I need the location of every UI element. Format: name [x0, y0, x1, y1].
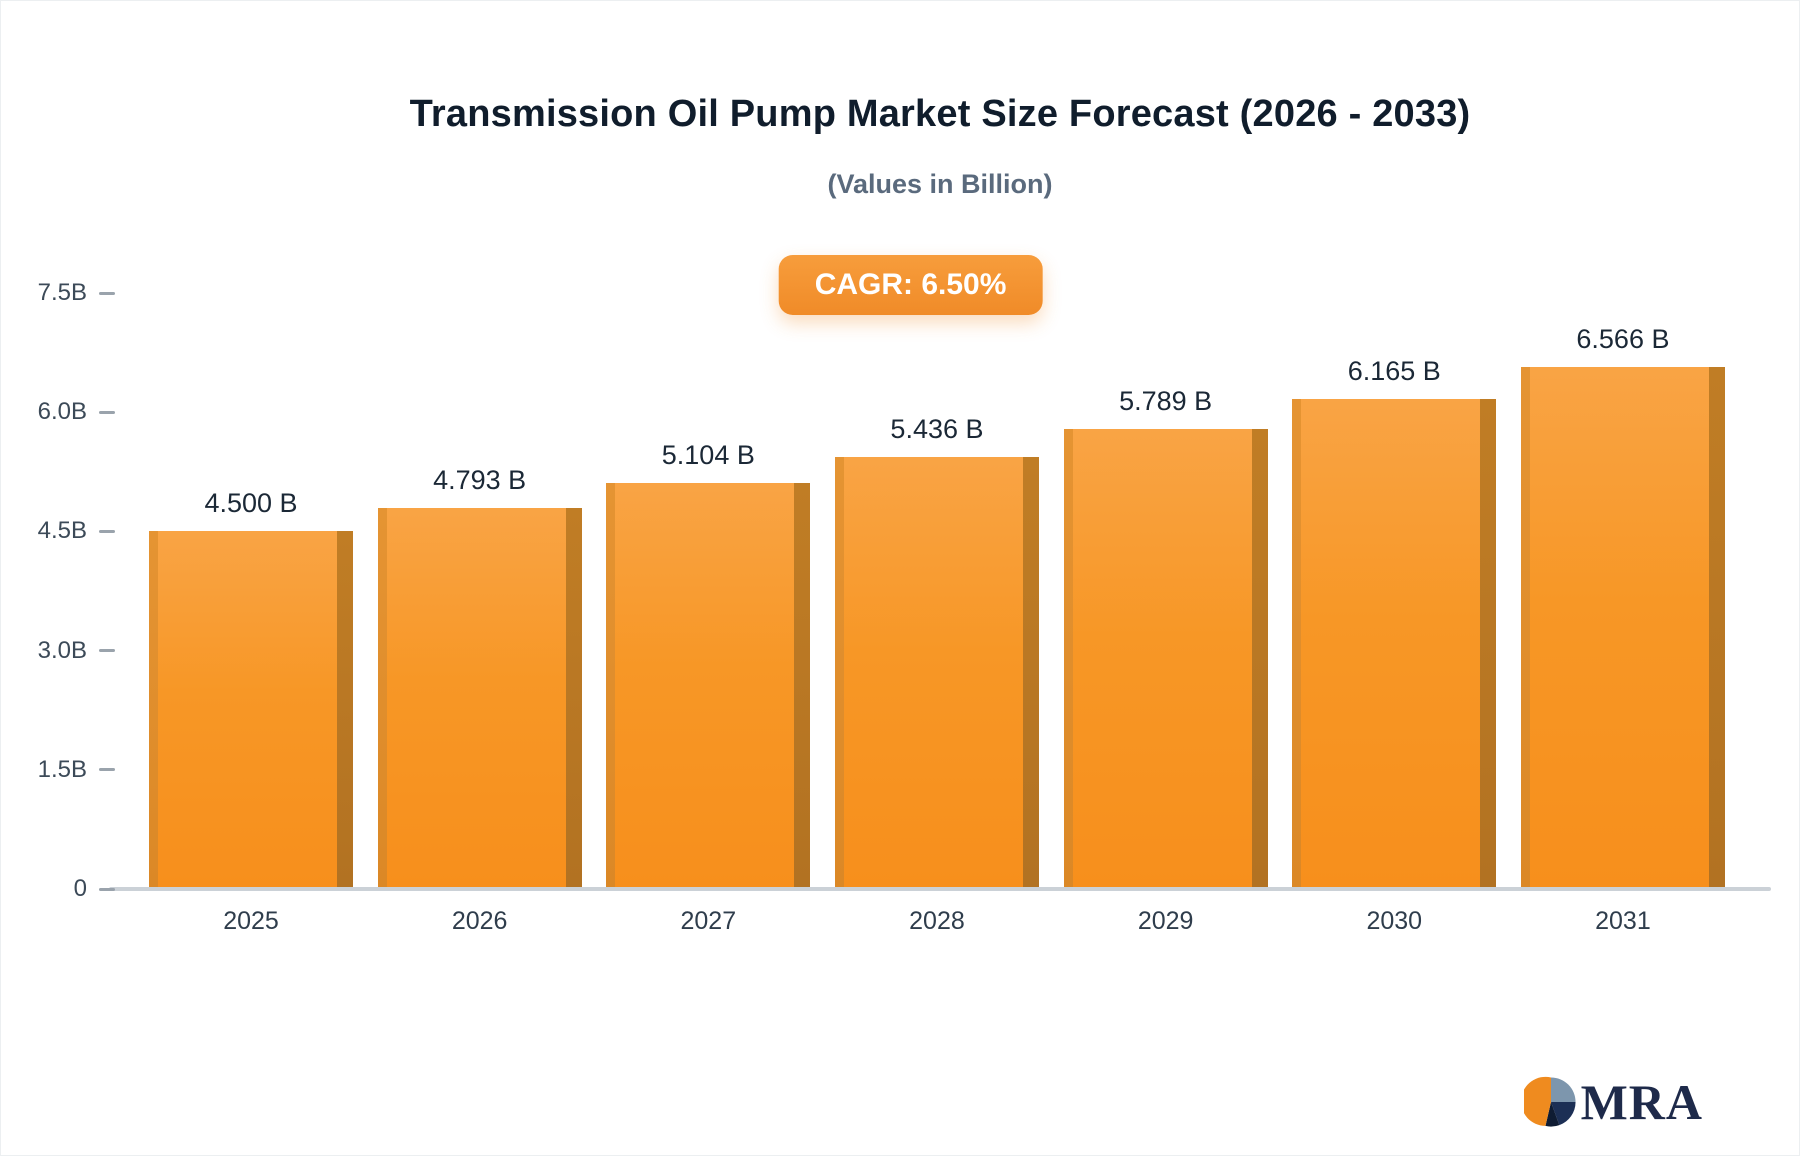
bar-left-edge: [606, 483, 616, 889]
bar-2030[interactable]: 6.165 B: [1292, 356, 1497, 889]
y-axis-label: 4.5B: [37, 517, 87, 545]
bar-column-2028: 5.436 B 2028: [834, 293, 1039, 935]
bar-2029[interactable]: 5.789 B: [1063, 386, 1268, 889]
mra-logo-text: MRA: [1580, 1074, 1703, 1130]
y-axis-tick-mark: [99, 291, 115, 295]
pie-chart-icon: [1523, 1076, 1576, 1127]
y-axis-tick-mark: [99, 529, 115, 533]
bar-front-face: [158, 531, 337, 889]
bar-left-edge: [377, 508, 387, 889]
x-axis-baseline: [109, 887, 1771, 891]
bar-front-face: [615, 483, 795, 889]
x-axis-label-2027: 2027: [680, 907, 737, 935]
bar-column-2027: 5.104 B 2027: [606, 293, 811, 935]
chart-subtitle: (Values in Billion): [827, 169, 1053, 199]
y-axis-tick-7.5B: 7.5B: [38, 279, 115, 307]
bar-side-face: [1022, 457, 1039, 889]
bar-front-face: [386, 508, 566, 889]
mra-logo: MRA: [1523, 1074, 1703, 1130]
bar-column-2029: 5.789 B 2029: [1063, 293, 1268, 935]
y-axis-tick-0: 0: [74, 875, 115, 903]
bars-container: 4.500 B 2025 4.793 B 2026 5.104 B 2027 5.436 B…: [149, 293, 1725, 935]
x-axis-label-2031: 2031: [1595, 907, 1651, 935]
y-axis-tick-mark: [99, 649, 115, 653]
bar-side-face: [1480, 399, 1497, 889]
bar-column-2030: 6.165 B 2030: [1292, 293, 1497, 935]
y-axis-tick-6.0B: 6.0B: [38, 398, 115, 426]
bar-side-face: [1708, 367, 1725, 889]
bar-column-2031: 6.566 B 2031: [1520, 293, 1725, 935]
x-axis-label-2028: 2028: [909, 907, 965, 935]
bar-2025[interactable]: 4.500 B: [149, 488, 353, 889]
y-axis-label: 7.5B: [37, 279, 87, 306]
bar-front-face: [1072, 428, 1252, 889]
y-axis-tick-3.0B: 3.0B: [38, 637, 115, 665]
bar-left-edge: [149, 531, 158, 889]
bar-front-face: [843, 457, 1023, 889]
bar-side-face: [794, 483, 811, 889]
x-axis-label-2025: 2025: [223, 907, 279, 935]
y-axis-label: 0: [73, 875, 87, 902]
cagr-badge: CAGR: 6.50%: [778, 255, 1043, 315]
bar-front-face: [1301, 399, 1481, 889]
bar-value-label-2028: 5.436 B: [890, 414, 984, 445]
bar-column-2025: 4.500 B 2025: [149, 293, 353, 935]
bar-2028[interactable]: 5.436 B: [834, 414, 1039, 889]
y-axis-label: 6.0B: [37, 398, 87, 426]
y-axis-tick-1.5B: 1.5B: [38, 756, 115, 784]
bar-value-label-2031: 6.566 B: [1576, 324, 1670, 355]
bar-left-edge: [834, 457, 844, 889]
x-axis-label-2030: 2030: [1366, 907, 1423, 935]
y-axis-tick-mark: [99, 410, 115, 414]
bar-value-label-2030: 6.165 B: [1347, 356, 1441, 387]
chart-title: Transmission Oil Pump Market Size Foreca…: [409, 93, 1471, 135]
bar-side-face: [565, 508, 582, 889]
y-axis-label: 1.5B: [37, 755, 87, 783]
bar-2027[interactable]: 5.104 B: [606, 440, 811, 889]
plot-area: 4.500 B 2025 4.793 B 2026 5.104 B 2027 5.436 B…: [38, 279, 1771, 935]
bar-left-edge: [1292, 399, 1302, 889]
bar-front-face: [1529, 367, 1709, 889]
bar-left-edge: [1063, 428, 1073, 889]
x-axis-label-2029: 2029: [1137, 907, 1194, 935]
bar-column-2026: 4.793 B 2026: [377, 293, 582, 935]
bar-2026[interactable]: 4.793 B: [377, 465, 582, 889]
bar-side-face: [337, 531, 353, 889]
bar-value-label-2027: 5.104 B: [661, 440, 755, 471]
y-axis-tick-4.5B: 4.5B: [38, 517, 115, 545]
y-axis-label: 3.0B: [37, 636, 87, 664]
x-axis-label-2026: 2026: [451, 907, 508, 935]
y-axis-tick-mark: [99, 887, 115, 891]
bar-value-label-2026: 4.793 B: [433, 465, 527, 496]
bar-value-label-2025: 4.500 B: [204, 488, 298, 519]
bar-2031[interactable]: 6.566 B: [1520, 324, 1725, 889]
bar-left-edge: [1520, 367, 1530, 889]
y-axis-tick-mark: [99, 768, 115, 772]
bar-side-face: [1251, 428, 1268, 889]
bar-value-label-2029: 5.789 B: [1119, 385, 1213, 416]
